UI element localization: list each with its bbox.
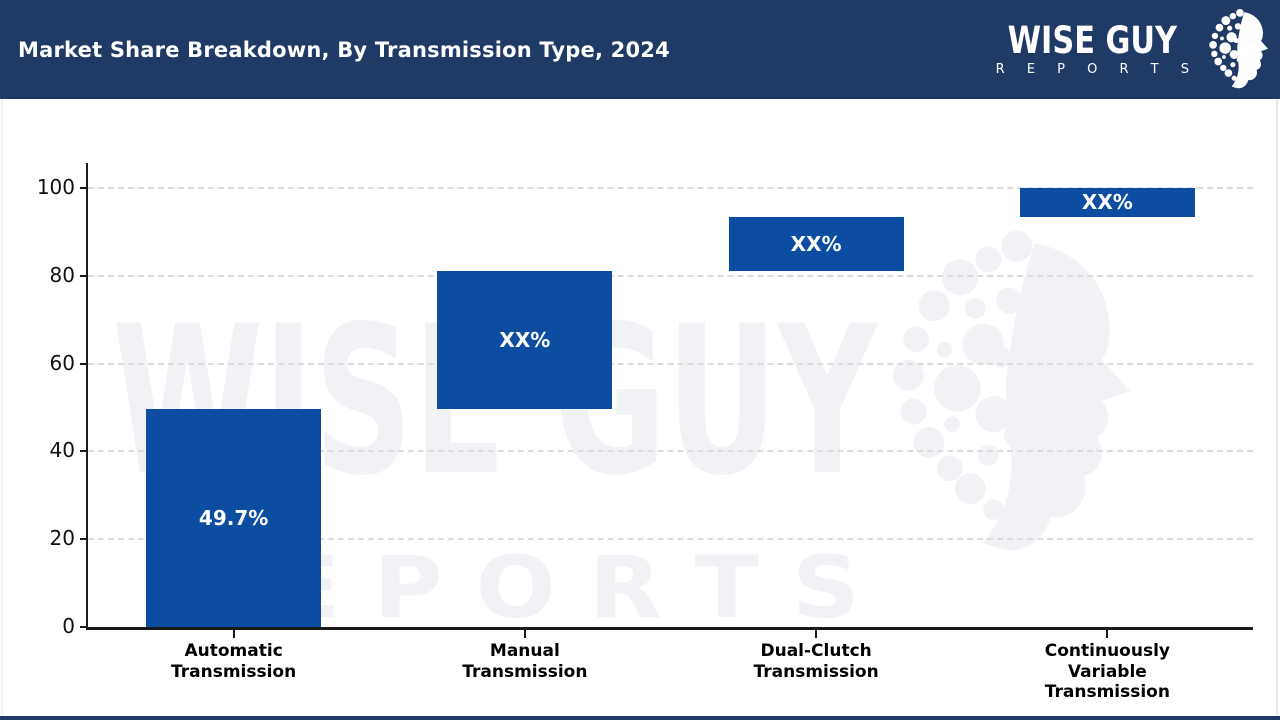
x-category-label-line: Continuously (1044, 641, 1170, 661)
x-axis-line (86, 627, 1253, 630)
x-tick-mark (1106, 630, 1109, 638)
gridline (88, 538, 1253, 541)
logo-text: WISE GUY R E P O R T S (987, 22, 1198, 77)
gridline (88, 274, 1253, 277)
gridline (88, 450, 1253, 453)
y-tick-mark (80, 187, 88, 189)
page-edge-line (1, 99, 3, 716)
x-category-label-line: Automatic (184, 641, 283, 661)
bar-value-label: 49.7% (198, 505, 269, 530)
page-edge-line (1276, 99, 1278, 716)
y-tick-label: 100 (36, 175, 75, 199)
wise-guy-logo: WISE GUY R E P O R T S (987, 8, 1270, 92)
footer-bar (0, 716, 1280, 720)
waterfall-bar: XX% (1019, 188, 1195, 217)
header-bar: Market Share Breakdown, By Transmission … (0, 0, 1280, 99)
y-tick-mark (80, 626, 88, 628)
x-category-label-line: Transmission (171, 661, 297, 682)
logo-subtitle: R E P O R T S (995, 62, 1198, 77)
x-category-label-line: Transmission (1044, 682, 1170, 703)
x-tick-mark (232, 630, 235, 638)
x-category-label-line: Dual-Clutch (760, 641, 872, 661)
x-category-label-line: Transmission (462, 661, 588, 682)
x-category-label: Automatic Transmission (89, 641, 379, 682)
y-tick-mark (80, 538, 88, 541)
bar-value-label: XX% (499, 327, 551, 352)
y-tick-mark (80, 362, 88, 365)
page-title: Market Share Breakdown, By Transmission … (18, 37, 670, 62)
waterfall-bar: 49.7% (146, 408, 322, 627)
x-tick-mark (815, 630, 818, 638)
y-tick-label: 60 (49, 350, 75, 375)
y-tick-mark (80, 450, 88, 453)
y-tick-label: 0 (62, 614, 75, 638)
bar-value-label: XX% (790, 231, 842, 256)
y-axis-line (86, 163, 88, 630)
gridline (88, 362, 1253, 365)
y-tick-label: 20 (49, 526, 75, 551)
x-category-label: Dual-Clutch Transmission (671, 641, 961, 682)
y-tick-mark (80, 274, 88, 277)
x-category-label: Manual Transmission (380, 641, 670, 682)
logo-face-icon (1206, 8, 1270, 92)
x-tick-mark (523, 630, 526, 638)
waterfall-bar: XX% (728, 216, 904, 271)
bar-value-label: XX% (1081, 190, 1133, 215)
logo-wordmark: WISE GUY (1007, 19, 1178, 62)
gridline (88, 187, 1253, 189)
x-category-label-line: Variable (1067, 661, 1147, 682)
x-category-label-line: Manual (489, 641, 560, 661)
y-tick-label: 40 (49, 438, 75, 463)
x-category-label: Continuously Variable Transmission (962, 641, 1252, 703)
waterfall-bar: XX% (437, 270, 613, 409)
x-category-label-line: Transmission (753, 661, 879, 682)
y-tick-label: 80 (49, 262, 75, 287)
